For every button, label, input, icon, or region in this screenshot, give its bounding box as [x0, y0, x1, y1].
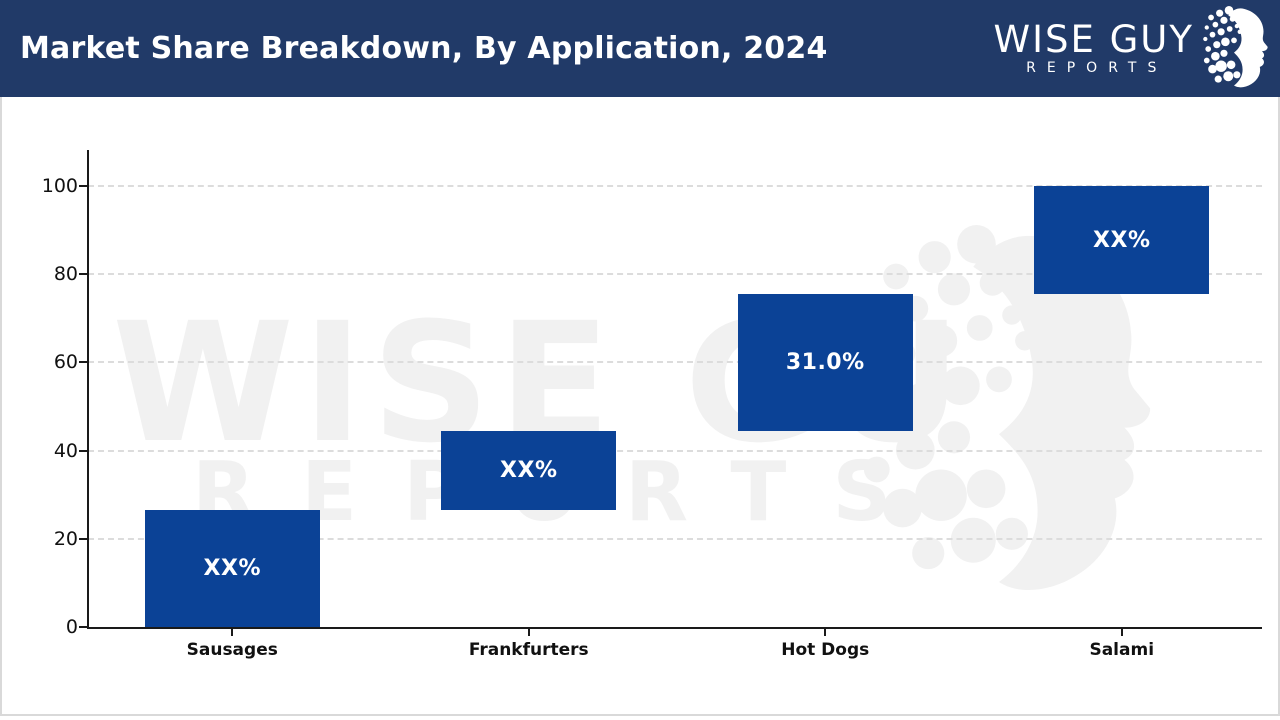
- right-border-line: [1278, 97, 1280, 716]
- bottom-border-line: [0, 714, 1280, 716]
- bar-value-label-sausages: XX%: [203, 556, 261, 582]
- x-tick-mark: [1120, 629, 1123, 636]
- y-tick-label: 0: [65, 616, 78, 638]
- gridline-20: [88, 537, 1262, 540]
- logo-subtext: REPORTS: [1026, 60, 1168, 77]
- category-label-frankfurters: Frankfurters: [468, 640, 589, 660]
- x-axis-line: [87, 627, 1262, 629]
- bar-sausages: XX%: [144, 510, 320, 627]
- y-tick-label: 20: [53, 527, 78, 550]
- chart-title: Market Share Breakdown, By Application, …: [20, 31, 828, 66]
- y-tick-label: 100: [41, 175, 78, 197]
- wiseguy-logo: WISE GUY REPORTS: [993, 5, 1280, 92]
- y-tick-mark: [79, 185, 88, 187]
- gridline-80: [88, 273, 1262, 276]
- bar-salami: XX%: [1034, 186, 1210, 295]
- gridline-40: [88, 449, 1262, 452]
- bar-value-label-hot-dogs: 31.0%: [785, 349, 865, 375]
- y-tick-label: 40: [53, 439, 78, 462]
- bar-hot-dogs: 31.0%: [737, 294, 913, 431]
- bar-value-label-salami: XX%: [1093, 227, 1151, 253]
- logo-wordmark: WISE GUY: [993, 17, 1194, 61]
- y-tick-mark: [79, 537, 88, 540]
- y-tick-mark: [79, 626, 88, 628]
- category-label-salami: Salami: [1089, 640, 1155, 660]
- y-tick-mark: [79, 449, 88, 452]
- x-tick-mark: [527, 629, 530, 636]
- header-bar: Market Share Breakdown, By Application, …: [0, 0, 1280, 97]
- y-tick-label: 80: [53, 263, 78, 286]
- left-border-line: [0, 97, 2, 716]
- gridline-60: [88, 361, 1262, 364]
- x-tick-mark: [824, 629, 827, 636]
- logo-text: WISE GUY REPORTS: [993, 17, 1194, 77]
- category-label-hot-dogs: Hot Dogs: [781, 640, 870, 660]
- y-axis-line: [87, 150, 89, 629]
- bar-value-label-frankfurters: XX%: [500, 457, 558, 483]
- y-tick-mark: [79, 273, 88, 276]
- y-tick-label: 60: [53, 351, 78, 374]
- category-label-sausages: Sausages: [186, 640, 278, 660]
- bar-frankfurters: XX%: [441, 430, 617, 511]
- x-tick-mark: [231, 629, 234, 636]
- y-tick-mark: [79, 361, 88, 364]
- gridline-100: [88, 185, 1262, 187]
